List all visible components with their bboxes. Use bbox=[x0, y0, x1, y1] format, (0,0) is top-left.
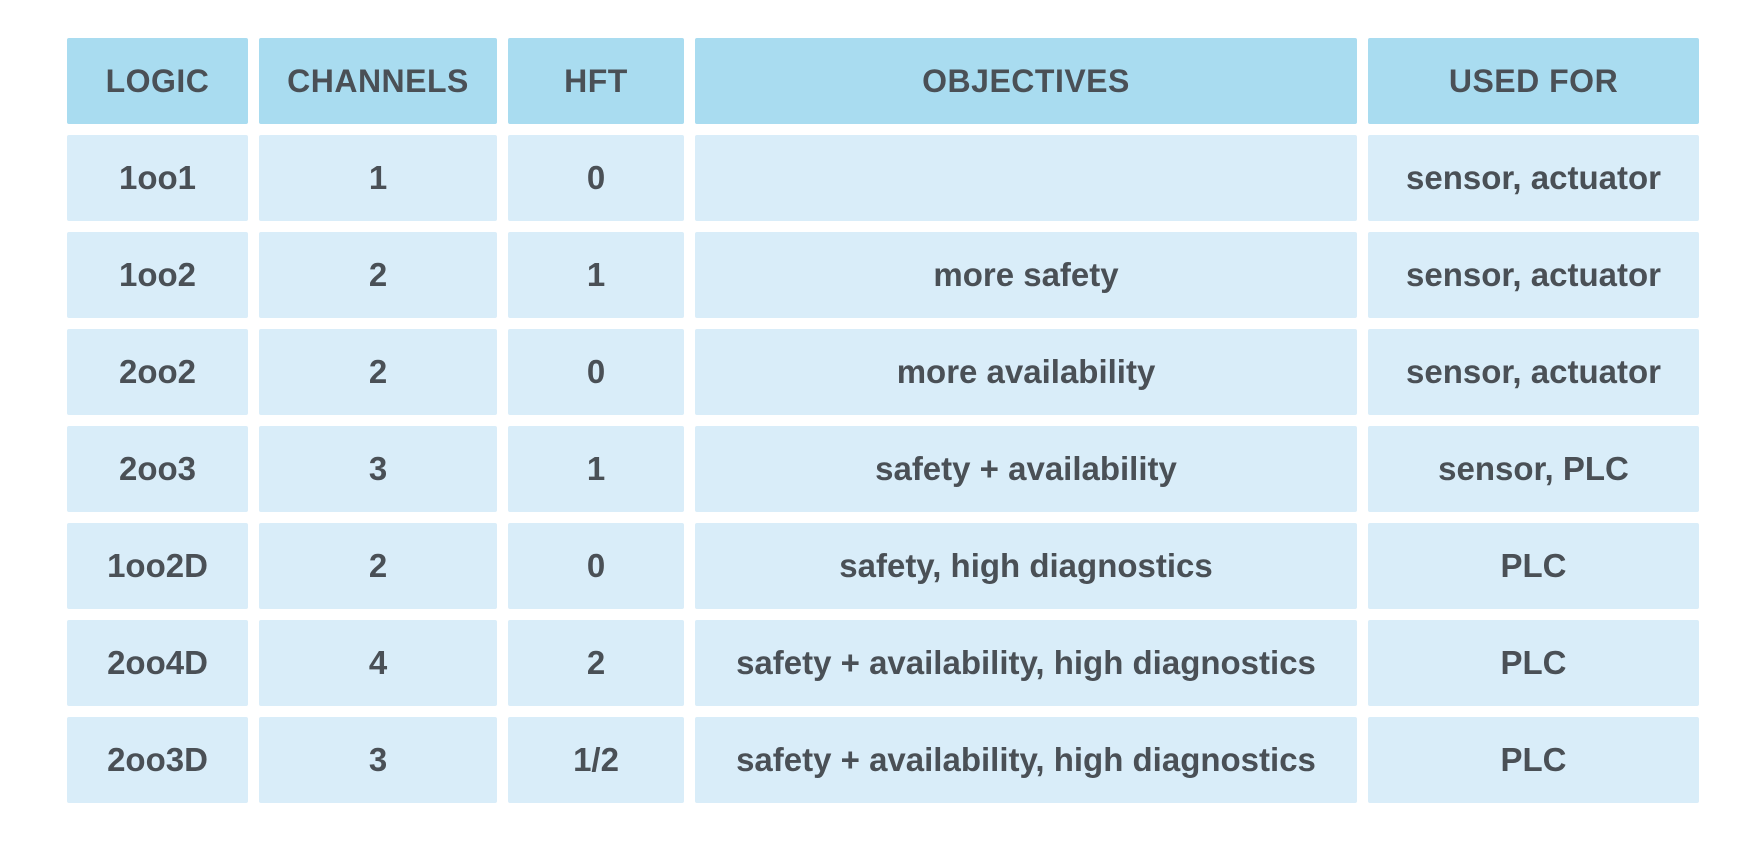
voting-architecture-table: LOGIC CHANNELS HFT OBJECTIVES USED FOR 1… bbox=[56, 27, 1710, 814]
cell-objectives: more availability bbox=[695, 329, 1357, 415]
cell-used-for: PLC bbox=[1368, 523, 1699, 609]
cell-hft: 0 bbox=[508, 329, 684, 415]
header-cell-objectives: OBJECTIVES bbox=[695, 38, 1357, 124]
table-row: 2oo3 3 1 safety + availability sensor, P… bbox=[67, 426, 1699, 512]
cell-hft: 1/2 bbox=[508, 717, 684, 803]
cell-objectives bbox=[695, 135, 1357, 221]
table-row: 1oo1 1 0 sensor, actuator bbox=[67, 135, 1699, 221]
cell-logic: 2oo2 bbox=[67, 329, 248, 415]
cell-channels: 3 bbox=[259, 717, 497, 803]
cell-used-for: PLC bbox=[1368, 620, 1699, 706]
cell-channels: 2 bbox=[259, 232, 497, 318]
table-row: 2oo2 2 0 more availability sensor, actua… bbox=[67, 329, 1699, 415]
cell-objectives: safety + availability, high diagnostics bbox=[695, 717, 1357, 803]
cell-logic: 2oo4D bbox=[67, 620, 248, 706]
cell-logic: 1oo2 bbox=[67, 232, 248, 318]
cell-channels: 2 bbox=[259, 523, 497, 609]
cell-hft: 0 bbox=[508, 523, 684, 609]
table-row: 2oo4D 4 2 safety + availability, high di… bbox=[67, 620, 1699, 706]
cell-used-for: sensor, actuator bbox=[1368, 232, 1699, 318]
cell-channels: 4 bbox=[259, 620, 497, 706]
cell-logic: 1oo1 bbox=[67, 135, 248, 221]
cell-hft: 2 bbox=[508, 620, 684, 706]
cell-used-for: sensor, PLC bbox=[1368, 426, 1699, 512]
cell-logic: 1oo2D bbox=[67, 523, 248, 609]
cell-logic: 2oo3 bbox=[67, 426, 248, 512]
cell-channels: 1 bbox=[259, 135, 497, 221]
header-cell-logic: LOGIC bbox=[67, 38, 248, 124]
table-row: 1oo2 2 1 more safety sensor, actuator bbox=[67, 232, 1699, 318]
cell-objectives: more safety bbox=[695, 232, 1357, 318]
cell-channels: 2 bbox=[259, 329, 497, 415]
header-row: LOGIC CHANNELS HFT OBJECTIVES USED FOR bbox=[67, 38, 1699, 124]
cell-objectives: safety, high diagnostics bbox=[695, 523, 1357, 609]
header-cell-used-for: USED FOR bbox=[1368, 38, 1699, 124]
table-row: 1oo2D 2 0 safety, high diagnostics PLC bbox=[67, 523, 1699, 609]
cell-hft: 1 bbox=[508, 426, 684, 512]
cell-hft: 0 bbox=[508, 135, 684, 221]
header-cell-hft: HFT bbox=[508, 38, 684, 124]
cell-logic: 2oo3D bbox=[67, 717, 248, 803]
cell-used-for: PLC bbox=[1368, 717, 1699, 803]
cell-channels: 3 bbox=[259, 426, 497, 512]
cell-hft: 1 bbox=[508, 232, 684, 318]
cell-used-for: sensor, actuator bbox=[1368, 329, 1699, 415]
cell-objectives: safety + availability, high diagnostics bbox=[695, 620, 1357, 706]
table-row: 2oo3D 3 1/2 safety + availability, high … bbox=[67, 717, 1699, 803]
header-cell-channels: CHANNELS bbox=[259, 38, 497, 124]
cell-used-for: sensor, actuator bbox=[1368, 135, 1699, 221]
cell-objectives: safety + availability bbox=[695, 426, 1357, 512]
